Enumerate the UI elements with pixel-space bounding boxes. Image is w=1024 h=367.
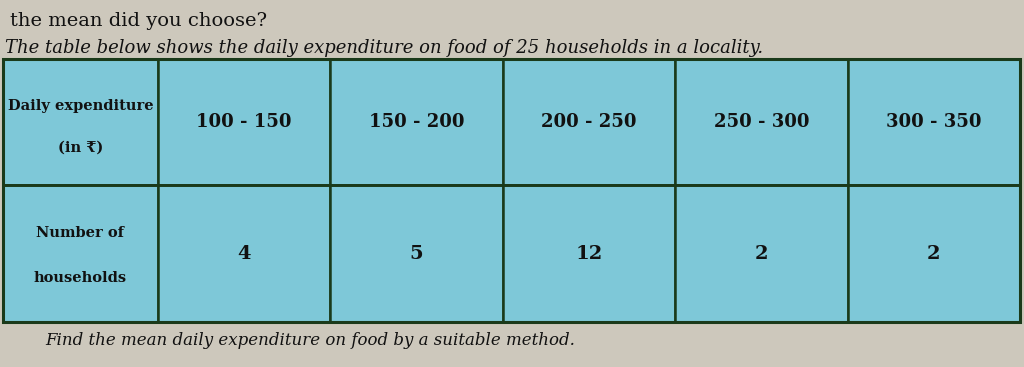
Text: 5: 5 <box>410 245 423 263</box>
Text: 250 - 300: 250 - 300 <box>714 113 809 131</box>
Bar <box>331 59 503 185</box>
Bar <box>675 185 848 322</box>
Text: Daily expenditure: Daily expenditure <box>8 99 154 113</box>
Text: 12: 12 <box>575 245 603 263</box>
Text: The table below shows the daily expenditure on food of 25 households in a locali: The table below shows the daily expendit… <box>5 39 763 57</box>
Bar <box>675 59 848 185</box>
Text: 2: 2 <box>927 245 941 263</box>
Bar <box>3 59 158 185</box>
Text: the mean did you choose?: the mean did you choose? <box>10 12 267 30</box>
Text: 150 - 200: 150 - 200 <box>369 113 464 131</box>
Bar <box>158 185 331 322</box>
Bar <box>3 59 1020 322</box>
Text: 200 - 250: 200 - 250 <box>542 113 637 131</box>
Text: households: households <box>34 271 127 285</box>
Bar <box>3 185 158 322</box>
Text: 2: 2 <box>755 245 768 263</box>
Text: 300 - 350: 300 - 350 <box>886 113 982 131</box>
Bar <box>158 59 331 185</box>
Bar <box>848 59 1020 185</box>
Text: (in ₹): (in ₹) <box>58 140 103 155</box>
Text: 100 - 150: 100 - 150 <box>197 113 292 131</box>
Text: Number of: Number of <box>37 226 125 240</box>
Bar <box>503 185 675 322</box>
Text: Find the mean daily expenditure on food by a suitable method.: Find the mean daily expenditure on food … <box>45 332 574 349</box>
Bar <box>848 185 1020 322</box>
Bar <box>503 59 675 185</box>
Bar <box>331 185 503 322</box>
Text: 4: 4 <box>238 245 251 263</box>
